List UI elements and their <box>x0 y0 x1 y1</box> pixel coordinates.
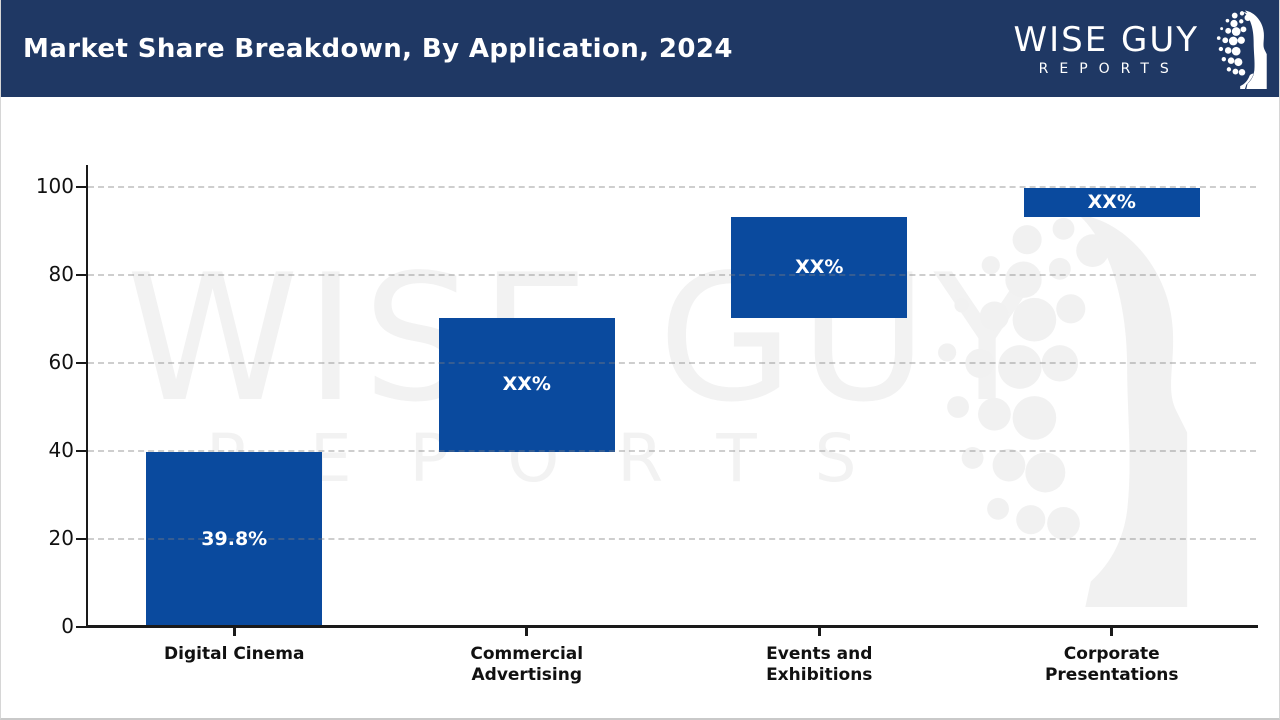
x-tick-label: Commercial Advertising <box>470 644 584 685</box>
x-tick-label: Corporate Presentations <box>1044 644 1179 685</box>
bar-commercial-advertising <box>438 317 615 452</box>
bar-value-label: XX% <box>1087 191 1136 214</box>
bar-digital-cinema <box>146 451 323 627</box>
bar-value-label: XX% <box>502 373 551 396</box>
x-tick-mark <box>817 628 821 636</box>
y-tick-label: 60 <box>48 350 74 374</box>
x-tick-label: Events and Exhibitions <box>766 644 873 685</box>
bar-value-label: XX% <box>795 256 844 279</box>
x-tick-label: Digital Cinema <box>164 644 305 664</box>
bar-events-and-exhibitions <box>731 217 908 318</box>
x-tick-mark <box>1110 628 1114 636</box>
y-tick-mark <box>76 626 86 628</box>
gridline-y60 <box>88 362 1256 364</box>
logo-subtext: REPORTS <box>1038 60 1180 77</box>
plot: 0 20 40 60 80 100 39.8% Digital Cinema XX% Commer… <box>36 165 1258 685</box>
y-tick-mark <box>76 186 86 188</box>
y-tick-label: 0 <box>61 614 74 638</box>
header-bar: Market Share Breakdown, By Application, … <box>1 0 1279 97</box>
y-tick-mark <box>76 362 86 364</box>
y-tick-label: 40 <box>48 438 74 462</box>
chart-title: Market Share Breakdown, By Application, … <box>23 33 733 64</box>
x-tick-mark <box>525 628 529 636</box>
y-tick-mark <box>76 274 86 276</box>
y-tick-label: 20 <box>48 526 74 550</box>
y-tick-mark <box>76 538 86 540</box>
bar-value-label: 39.8% <box>201 527 268 550</box>
logo-text: WISE GUY REPORTS <box>1013 22 1199 77</box>
logo-wordmark: WISE GUY <box>1013 19 1199 60</box>
x-axis <box>86 625 1258 628</box>
gridline-y80 <box>88 274 1256 276</box>
gridline-y100 <box>88 186 1256 188</box>
gridline-y20 <box>88 538 1256 540</box>
chart-area: WISE GUY REPORTS 0 20 40 60 80 100 39.8% Digita… <box>1 97 1279 718</box>
wiseguy-head-icon <box>1216 10 1267 89</box>
x-tick-mark <box>232 628 236 636</box>
y-tick-label: 100 <box>35 174 74 198</box>
bar-corporate-presentations <box>1023 187 1200 218</box>
wiseguy-logo: WISE GUY REPORTS <box>1013 8 1267 90</box>
gridline-y40 <box>88 450 1256 452</box>
y-tick-mark <box>76 450 86 452</box>
y-tick-label: 80 <box>48 262 74 286</box>
